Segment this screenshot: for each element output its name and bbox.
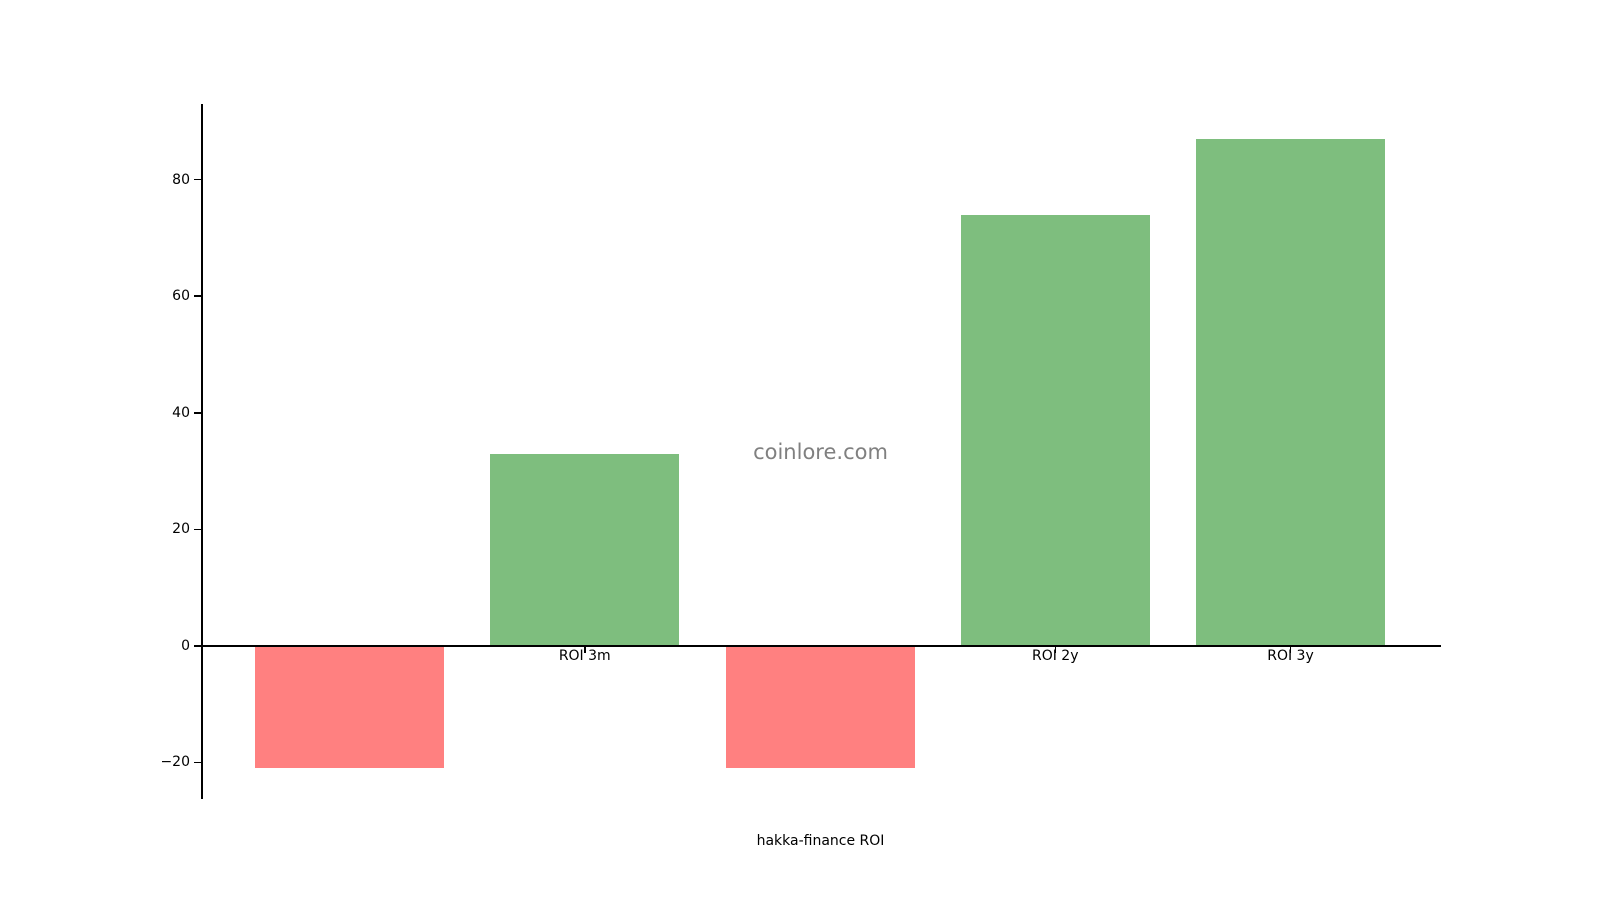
y-tick-label: 60 (172, 288, 190, 305)
bar (255, 645, 444, 769)
bar (960, 214, 1150, 646)
x-axis-zero-line (201, 645, 1441, 647)
x-tick (1289, 645, 1292, 653)
y-tick (194, 528, 201, 531)
y-tick (194, 761, 201, 764)
y-axis-spine (201, 104, 203, 799)
bar (725, 645, 915, 769)
y-tick-label: 20 (172, 521, 190, 538)
y-tick-label: 0 (181, 637, 190, 654)
y-tick (194, 645, 201, 647)
x-tick-label: ROI 2y (1031, 648, 1079, 664)
y-tick-label: −20 (160, 754, 190, 771)
y-tick-label: 40 (172, 404, 190, 421)
chart-title: hakka-finance ROI (756, 833, 885, 849)
bar (1196, 138, 1385, 646)
watermark: coinlore.com (753, 440, 888, 464)
y-tick-label: 80 (172, 171, 190, 188)
bar (490, 453, 680, 646)
x-tick (1054, 645, 1056, 653)
y-tick (194, 178, 201, 181)
x-tick (584, 645, 586, 653)
x-tick-label: ROI 3m (558, 648, 611, 664)
x-tick-label: ROI 3y (1267, 648, 1314, 664)
y-tick (194, 295, 201, 297)
y-tick (194, 412, 201, 414)
